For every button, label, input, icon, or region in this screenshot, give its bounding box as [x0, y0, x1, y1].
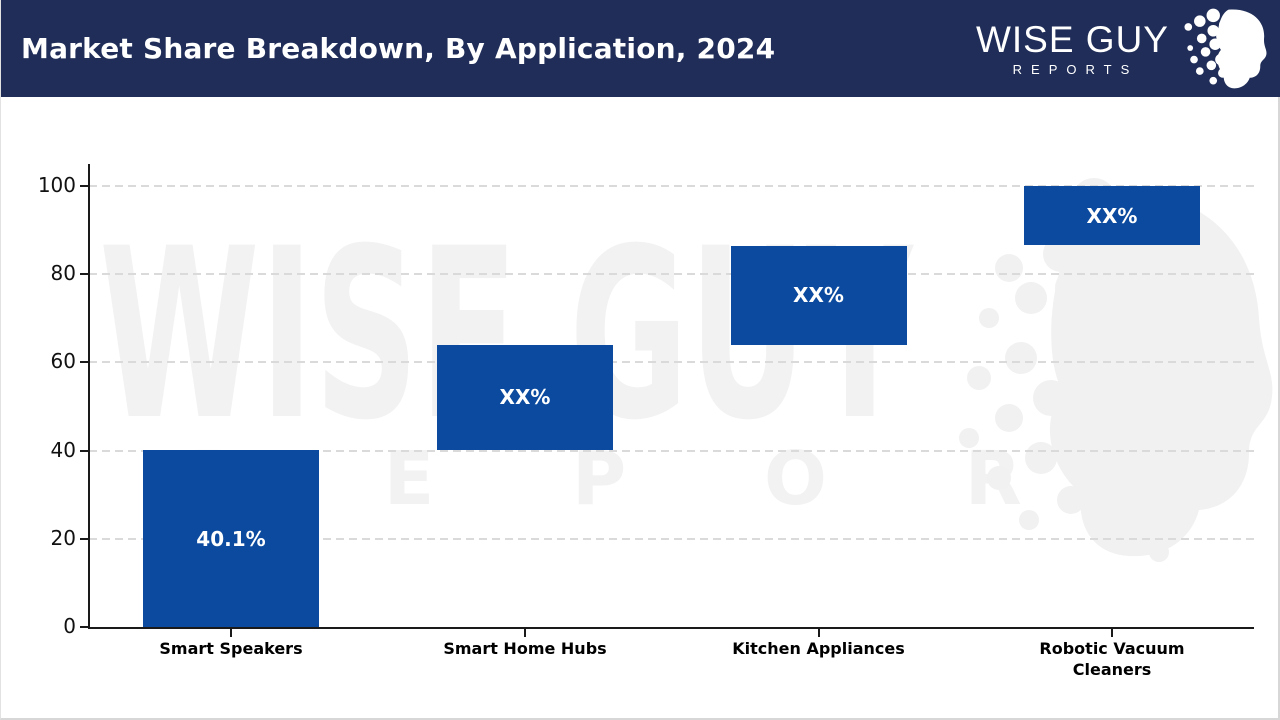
category-label-0: Smart Speakers — [159, 639, 303, 658]
gridline-40 — [89, 449, 1254, 452]
category-label-3: Robotic Vacuum Cleaners — [1039, 639, 1185, 679]
category-label-2: Kitchen Appliances — [732, 639, 905, 658]
watermark-head-icon — [959, 178, 1273, 562]
x-tick-0 — [230, 629, 232, 637]
category-label-1: Smart Home Hubs — [443, 639, 607, 658]
y-tick-label-80: 80 — [50, 261, 76, 286]
y-tick-label-20: 20 — [50, 525, 76, 550]
bar-value-label-1: XX% — [499, 385, 551, 410]
y-tick-label-40: 40 — [50, 437, 76, 462]
bar-value-label-2: XX% — [793, 283, 844, 308]
gridline-60 — [89, 361, 1254, 364]
x-axis-spine — [88, 627, 1254, 629]
bar-0: 40.1% — [143, 450, 319, 627]
x-tick-2 — [817, 629, 820, 637]
bar-value-label-0: 40.1% — [196, 526, 266, 551]
bar-2: XX% — [730, 245, 907, 345]
x-tick-1 — [524, 629, 526, 637]
bar-value-label-3: XX% — [1086, 203, 1138, 228]
y-tick-label-100: 100 — [37, 173, 76, 197]
logo-text: WISE GUY REPORTS — [976, 21, 1169, 77]
y-tick-60 — [80, 361, 88, 364]
logo-wordmark: WISE GUY — [975, 18, 1169, 60]
y-tick-label-0: 0 — [63, 614, 76, 638]
gridline-100 — [89, 185, 1254, 187]
y-tick-80 — [80, 273, 88, 276]
x-tick-3 — [1111, 629, 1113, 637]
bar-3: XX% — [1024, 186, 1200, 246]
y-tick-0 — [80, 626, 88, 628]
logo-head-icon — [1184, 8, 1267, 88]
gridline-80 — [89, 273, 1254, 276]
y-tick-label-60: 60 — [50, 349, 76, 374]
chart-title: Market Share Breakdown, By Application, … — [21, 32, 776, 65]
logo-subtitle: REPORTS — [1012, 61, 1139, 77]
bar-1: XX% — [437, 344, 613, 451]
wise-guy-logo: WISE GUY REPORTS — [976, 5, 1267, 93]
y-tick-20 — [80, 537, 88, 540]
gridline-20 — [89, 537, 1254, 540]
y-tick-40 — [80, 449, 88, 452]
y-tick-100 — [80, 185, 88, 187]
header-bar: Market Share Breakdown, By Application, … — [1, 0, 1280, 97]
y-axis-spine — [88, 164, 90, 629]
